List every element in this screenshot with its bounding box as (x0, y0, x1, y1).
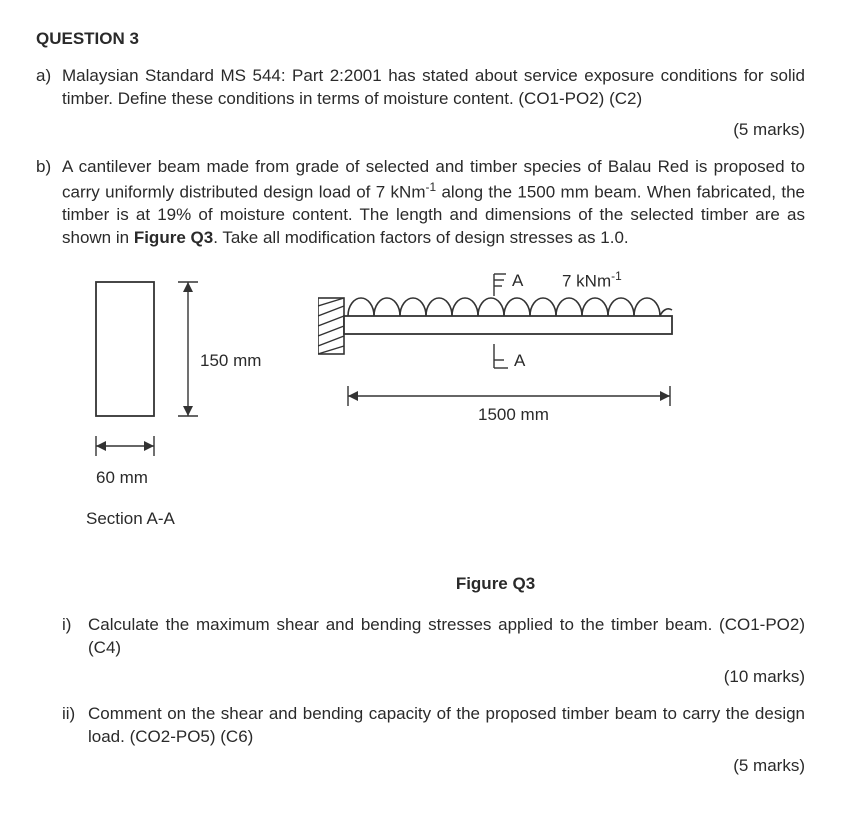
section-aa-block: 150 mm 60 mm Section A-A (82, 268, 262, 567)
question-title: QUESTION 3 (36, 28, 805, 51)
figure-caption: Figure Q3 (186, 573, 805, 596)
section-aa-label: Section A-A (86, 508, 175, 531)
subpart-i: i) Calculate the maximum shear and bendi… (62, 614, 805, 660)
section-letter-top: A (512, 270, 523, 293)
part-b-sup: -1 (426, 180, 437, 194)
sub-i-marks: (10 marks) (62, 666, 805, 689)
section-letter-mid: A (514, 350, 525, 373)
section-height-label: 150 mm (200, 350, 261, 373)
part-b-label: b) (36, 156, 62, 250)
part-b-text-end: . Take all modification factors of desig… (213, 228, 628, 247)
section-aa-svg (82, 268, 262, 498)
sub-ii-marks: (5 marks) (62, 755, 805, 778)
sub-i-text: Calculate the maximum shear and bending … (88, 614, 805, 660)
part-a: a) Malaysian Standard MS 544: Part 2:200… (36, 65, 805, 111)
part-b-text: A cantilever beam made from grade of sel… (62, 156, 805, 250)
beam-block: A 7 kNm-1 A 1500 mm (318, 268, 738, 448)
figure-q3: 150 mm 60 mm Section A-A (36, 268, 805, 567)
part-a-label: a) (36, 65, 62, 111)
part-a-marks: (5 marks) (36, 119, 805, 142)
span-label: 1500 mm (478, 404, 549, 427)
section-width-label: 60 mm (96, 467, 148, 490)
load-label: 7 kNm-1 (562, 268, 622, 294)
sub-i-label: i) (62, 614, 88, 660)
part-b-figref: Figure Q3 (134, 228, 213, 247)
subparts: i) Calculate the maximum shear and bendi… (36, 614, 805, 778)
part-b: b) A cantilever beam made from grade of … (36, 156, 805, 250)
part-a-text: Malaysian Standard MS 544: Part 2:2001 h… (62, 65, 805, 111)
